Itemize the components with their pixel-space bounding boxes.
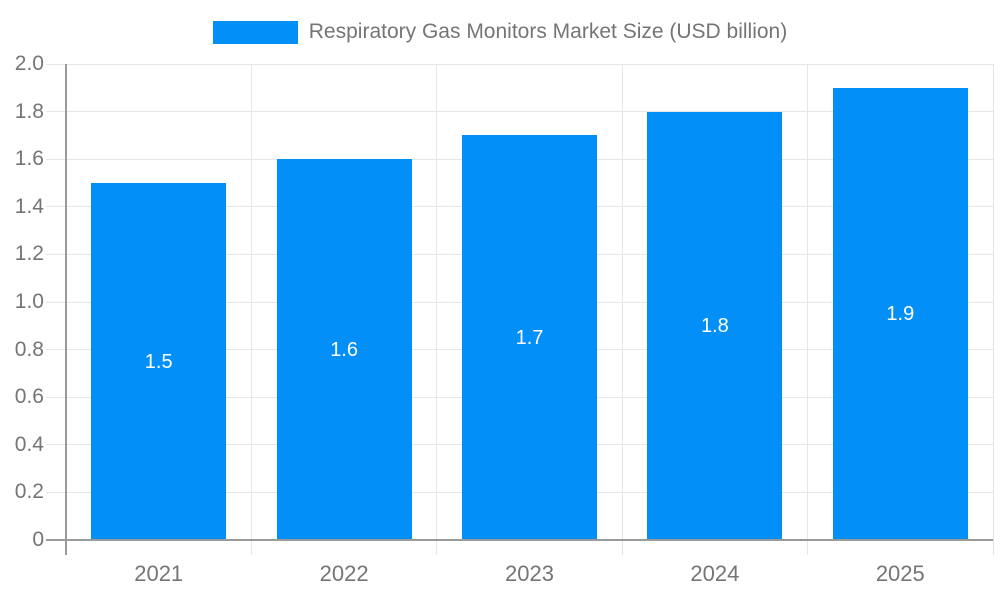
- x-tick-label: 2025: [875, 561, 925, 586]
- bar-value-label: 1.7: [515, 326, 544, 349]
- x-tick-label: 2024: [690, 561, 740, 586]
- y-tick-label: 1.8: [14, 99, 44, 123]
- y-tick-label: 0.6: [14, 385, 44, 409]
- bar[interactable]: [462, 135, 597, 539]
- y-tick-label: 0: [32, 528, 44, 551]
- x-tick-label: 2023: [505, 561, 554, 586]
- y-tick-label: 0.8: [14, 337, 44, 361]
- y-tick-label: 2.0: [14, 52, 44, 75]
- bar-value-label: 1.9: [886, 302, 915, 325]
- legend: Respiratory Gas Monitors Market Size (US…: [0, 19, 1000, 45]
- y-tick-label: 0.4: [14, 432, 44, 456]
- y-gridline: [46, 63, 993, 65]
- x-gridline: [250, 64, 252, 555]
- y-tick-label: 1.2: [14, 242, 44, 266]
- x-gridline: [621, 64, 623, 555]
- y-axis-line: [65, 64, 67, 555]
- y-gridline: [46, 111, 993, 113]
- bar[interactable]: [647, 111, 783, 539]
- bar[interactable]: [276, 159, 412, 539]
- x-gridline: [807, 64, 809, 555]
- legend-swatch: [212, 20, 298, 44]
- y-tick-label: 1.6: [14, 147, 44, 171]
- bar[interactable]: [91, 183, 227, 539]
- y-tick-label: 0.2: [14, 480, 44, 504]
- y-tick-label: 1.0: [14, 290, 44, 313]
- y-tick-label: 1.4: [14, 194, 44, 218]
- bar-value-label: 1.8: [700, 314, 729, 337]
- bar[interactable]: [832, 87, 968, 539]
- x-gridline: [992, 64, 994, 555]
- legend-label: Respiratory Gas Monitors Market Size (US…: [308, 20, 788, 43]
- x-tick-label: 2021: [134, 561, 184, 586]
- bar-value-label: 1.6: [330, 338, 358, 361]
- x-axis-line: [46, 539, 993, 541]
- x-gridline: [436, 64, 438, 555]
- x-tick-label: 2022: [319, 561, 369, 586]
- bar-value-label: 1.5: [144, 350, 173, 373]
- legend-item[interactable]: Respiratory Gas Monitors Market Size (US…: [212, 20, 788, 44]
